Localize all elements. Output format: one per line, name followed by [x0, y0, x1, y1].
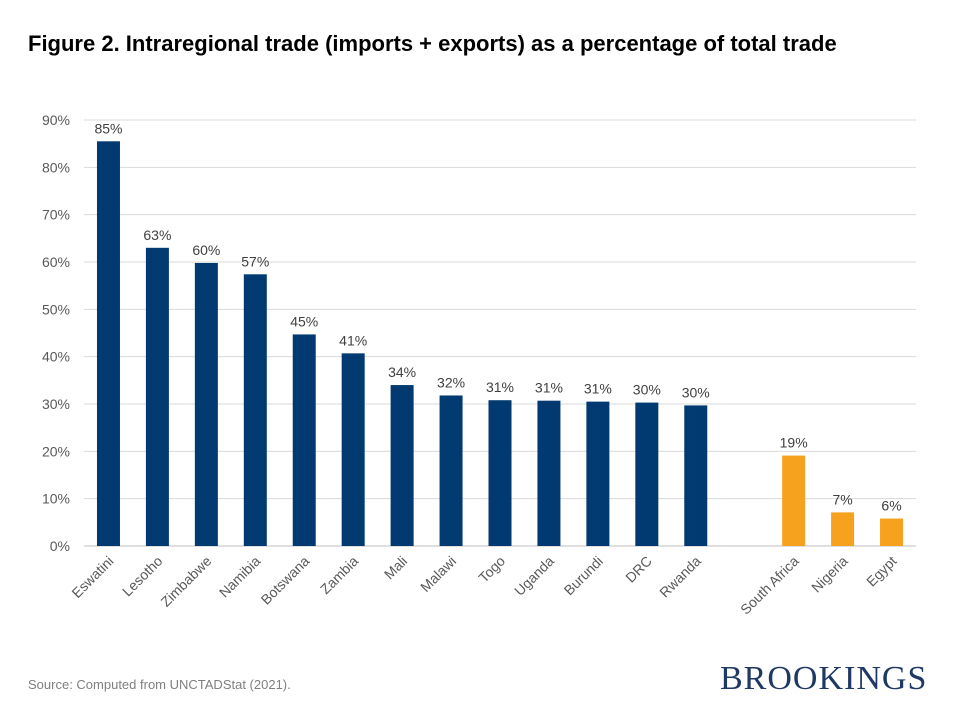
bar: [292, 334, 316, 546]
y-tick-label: 0%: [50, 538, 70, 554]
data-label: 31%: [535, 380, 563, 396]
data-label: 7%: [832, 491, 852, 507]
y-tick-label: 60%: [42, 254, 70, 270]
bar: [439, 395, 463, 546]
brookings-logo: BROOKINGS: [720, 660, 928, 697]
bar: [145, 247, 169, 547]
x-tick-label: Rwanda: [656, 553, 704, 601]
bar: [684, 405, 708, 546]
data-label: 45%: [290, 313, 318, 329]
x-tick-label: Uganda: [511, 553, 557, 599]
x-tick-label: Namibia: [216, 553, 264, 601]
y-tick-label: 40%: [42, 349, 70, 365]
x-tick-label: Malawi: [417, 553, 459, 595]
y-tick-label: 80%: [42, 159, 70, 175]
bar: [880, 518, 904, 546]
data-label: 31%: [584, 381, 612, 397]
bar: [96, 141, 120, 547]
y-tick-label: 90%: [42, 112, 70, 128]
bar: [586, 401, 610, 546]
y-tick-label: 10%: [42, 491, 70, 507]
x-tick-label: Eswatini: [68, 553, 116, 601]
data-label: 63%: [143, 227, 171, 243]
x-tick-label: Togo: [475, 553, 508, 586]
y-tick-label: 50%: [42, 301, 70, 317]
bar: [831, 512, 855, 546]
chart-title: Figure 2. Intraregional trade (imports +…: [28, 31, 837, 56]
data-label: 6%: [881, 498, 901, 514]
x-tick-label: Zimbabwe: [157, 553, 214, 610]
bar: [243, 274, 267, 546]
data-label: 60%: [192, 242, 220, 258]
x-tick-label: Nigeria: [808, 553, 851, 596]
data-label: 31%: [486, 379, 514, 395]
x-tick-label: Egypt: [863, 553, 900, 590]
source-note: Source: Computed from UNCTADStat (2021).: [28, 677, 291, 692]
y-tick-label: 70%: [42, 207, 70, 223]
y-tick-label: 20%: [42, 443, 70, 459]
x-tick-label: Zambia: [317, 553, 361, 597]
bar: [390, 385, 414, 546]
data-label: 30%: [682, 384, 710, 400]
data-label: 41%: [339, 332, 367, 348]
x-tick-label: Lesotho: [119, 553, 166, 600]
bar-chart: 0% 10% 20% 30% 40% 50% 60% 70% 80% 90% 85% Eswatini…: [42, 112, 916, 618]
bar: [341, 353, 365, 546]
x-tick-label: Botswana: [258, 553, 313, 608]
data-label: 32%: [437, 374, 465, 390]
y-tick-label: 30%: [42, 396, 70, 412]
data-label: 57%: [241, 253, 269, 269]
data-label: 19%: [780, 435, 808, 451]
x-tick-label: Burundi: [561, 553, 606, 598]
bar: [194, 262, 218, 546]
data-label: 85%: [94, 120, 122, 136]
bar: [537, 400, 561, 546]
x-tick-label: South Africa: [737, 553, 802, 618]
data-label: 34%: [388, 364, 416, 380]
bar: [635, 402, 659, 546]
data-label: 30%: [633, 382, 661, 398]
bar: [488, 400, 512, 546]
bar: [782, 455, 806, 546]
x-tick-label: Mali: [381, 553, 410, 582]
x-tick-label: DRC: [622, 553, 655, 586]
